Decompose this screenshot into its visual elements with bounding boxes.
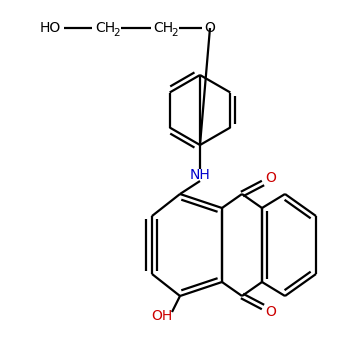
Text: CH: CH	[153, 21, 173, 35]
Text: O: O	[266, 171, 277, 185]
Text: OH: OH	[151, 309, 173, 323]
Text: O: O	[266, 305, 277, 319]
Text: 2: 2	[114, 28, 120, 38]
Text: NH: NH	[190, 168, 210, 182]
Text: CH: CH	[95, 21, 115, 35]
Text: HO: HO	[39, 21, 61, 35]
Text: 2: 2	[172, 28, 178, 38]
Text: O: O	[205, 21, 216, 35]
